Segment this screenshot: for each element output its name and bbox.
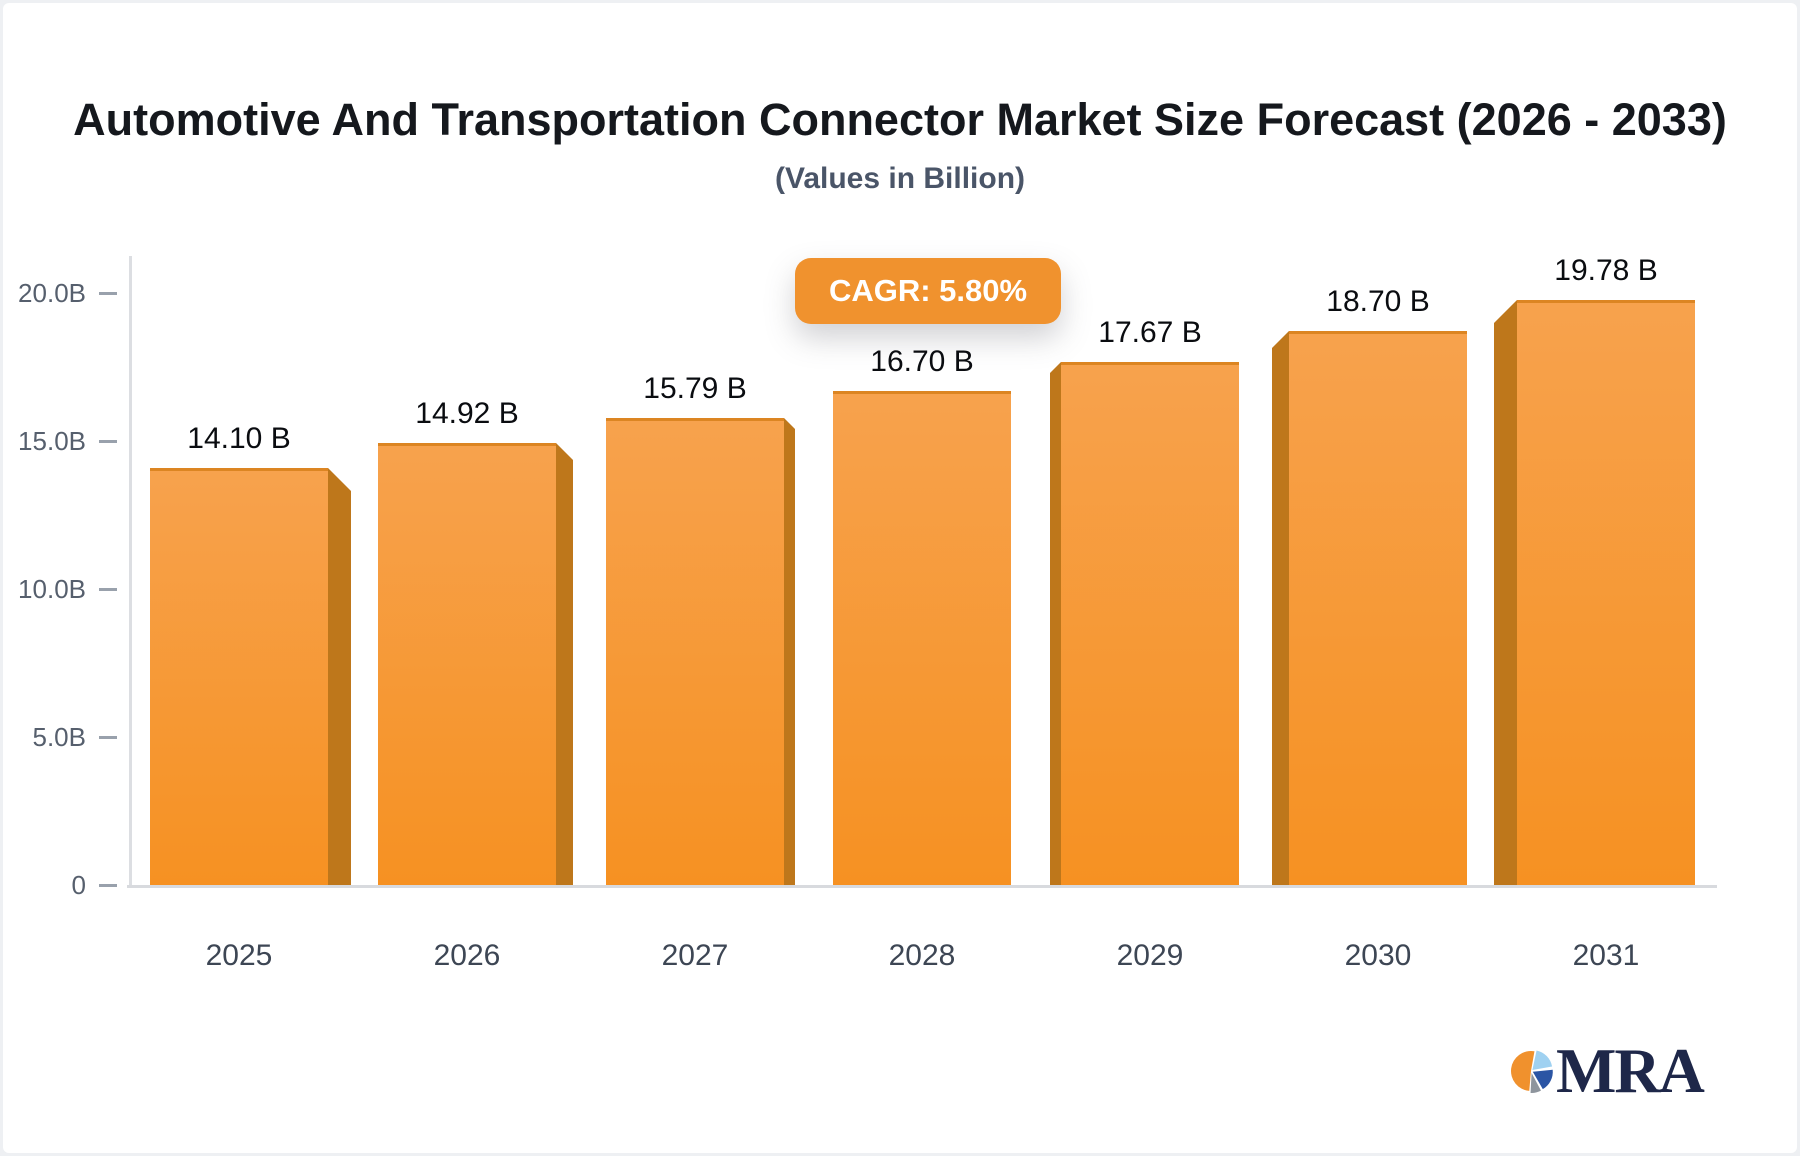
bar-2025-side-face xyxy=(328,468,351,885)
bar-value-label-2030: 18.70 B xyxy=(1326,285,1430,318)
y-axis-tick-mark xyxy=(99,736,117,739)
y-axis-tick-label: 10.0B xyxy=(18,574,86,604)
x-axis-line xyxy=(127,885,1717,888)
bar-2025[interactable] xyxy=(150,468,328,885)
bar-2027[interactable] xyxy=(606,418,784,885)
bar-value-label-2031: 19.78 B xyxy=(1554,254,1658,287)
y-axis-tick-mark xyxy=(99,292,117,295)
cagr-badge-label: CAGR: 5.80% xyxy=(828,273,1028,308)
logo-pie-slice-gray xyxy=(1530,1073,1541,1093)
y-axis-tick-label: 5.0B xyxy=(32,722,87,752)
bar-value-label-2027: 15.79 B xyxy=(643,372,747,405)
bar-2031-side-face xyxy=(1494,300,1517,885)
x-axis-label-2025: 2025 xyxy=(205,939,273,972)
y-axis-tick-label: 20.0B xyxy=(18,278,86,308)
x-axis-label-2028: 2028 xyxy=(888,939,956,972)
bar-2026-side-face xyxy=(556,443,573,885)
x-axis-label-2030: 2030 xyxy=(1344,939,1412,972)
bar-2029-side-face xyxy=(1050,362,1061,885)
bar-2031[interactable] xyxy=(1517,300,1695,885)
bar-value-label-2029: 17.67 B xyxy=(1098,316,1202,349)
y-axis-tick-mark xyxy=(99,588,117,591)
y-axis-line xyxy=(129,256,132,888)
bar-2028[interactable] xyxy=(833,391,1011,885)
bar-value-label-2028: 16.70 B xyxy=(870,345,974,378)
pie-chart-logo-icon xyxy=(1510,1050,1553,1093)
logo-pie-slice-darkblue xyxy=(1532,1069,1553,1090)
chart-title: Automotive And Transportation Connector … xyxy=(73,94,1727,145)
bar-2030-side-face xyxy=(1272,331,1289,885)
x-axis-label-2027: 2027 xyxy=(661,939,729,972)
brand-logo: MRA xyxy=(1504,1036,1714,1106)
brand-logo-text: MRA xyxy=(1556,1035,1705,1106)
bar-value-label-2025: 14.10 B xyxy=(187,422,291,455)
bar-value-label-2026: 14.92 B xyxy=(415,397,519,430)
x-axis-label-2031: 2031 xyxy=(1572,939,1640,972)
chart-subtitle: (Values in Billion) xyxy=(774,162,1026,195)
y-axis-tick-mark xyxy=(99,884,117,887)
y-axis-tick-label: 15.0B xyxy=(18,426,86,456)
bar-2026[interactable] xyxy=(378,443,556,885)
bar-2029[interactable] xyxy=(1061,362,1239,885)
cagr-badge: CAGR: 5.80% xyxy=(795,258,1061,324)
x-axis-label-2026: 2026 xyxy=(433,939,501,972)
bar-2030[interactable] xyxy=(1289,331,1467,885)
logo-pie-slice-orange xyxy=(1510,1051,1535,1091)
x-axis-label-2029: 2029 xyxy=(1116,939,1184,972)
y-axis-tick-mark xyxy=(99,440,117,443)
bar-2027-side-face xyxy=(784,418,795,885)
y-axis-tick-label: 0 xyxy=(71,870,86,900)
logo-pie-slice-lightblue xyxy=(1532,1050,1553,1070)
